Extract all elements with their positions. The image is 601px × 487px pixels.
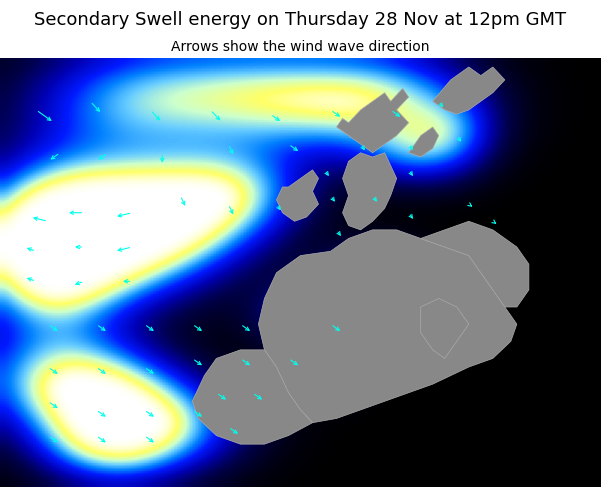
Polygon shape [433,67,505,114]
Polygon shape [337,89,409,153]
Polygon shape [276,170,319,221]
Text: Arrows show the wind wave direction: Arrows show the wind wave direction [171,40,430,54]
Polygon shape [258,230,517,423]
Polygon shape [343,153,397,230]
Polygon shape [409,127,439,157]
Polygon shape [421,299,469,358]
Polygon shape [421,221,529,307]
Text: Secondary Swell energy on Thursday 28 Nov at 12pm GMT: Secondary Swell energy on Thursday 28 No… [34,12,567,29]
Polygon shape [192,350,313,444]
